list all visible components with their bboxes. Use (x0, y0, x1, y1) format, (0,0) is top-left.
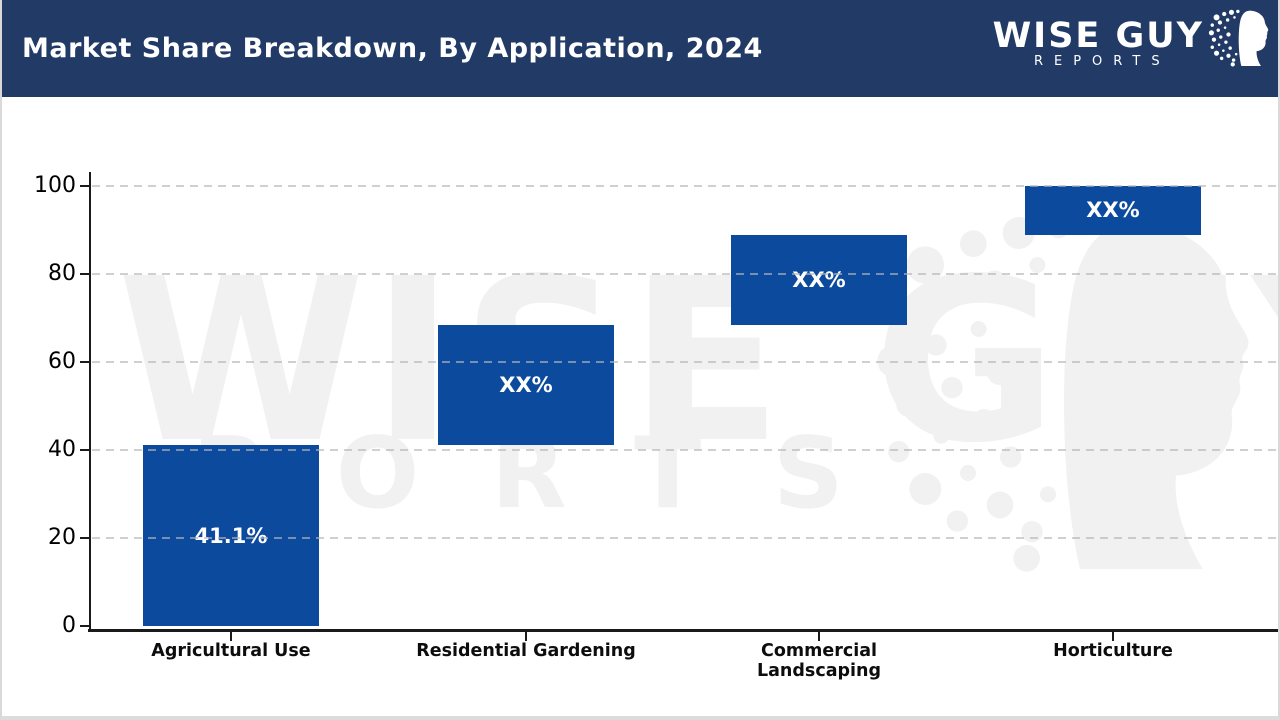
y-tick-label: 40 (48, 437, 76, 462)
bar-value-label: XX% (1086, 198, 1140, 223)
brand-logo: WISE GUY REPORTS (993, 8, 1272, 78)
y-tick-label: 20 (48, 525, 76, 550)
y-tick-label: 100 (34, 173, 76, 198)
gridline-40 (92, 449, 1278, 451)
y-tick-mark (80, 273, 89, 275)
y-tick-mark (80, 185, 89, 187)
x-tick-mark (525, 632, 527, 641)
bar-value-label: XX% (792, 267, 846, 292)
gridline-20 (92, 537, 1278, 539)
x-category-label: Horticulture (1053, 641, 1173, 661)
gridline-60 (92, 361, 1278, 363)
gridline-80 (92, 273, 1278, 275)
x-tick-mark (1112, 632, 1114, 641)
bar-3: XX% (1025, 186, 1201, 235)
y-tick-mark (80, 625, 89, 627)
brand-head-dots-icon (1208, 9, 1269, 67)
gridline-100 (92, 185, 1278, 187)
y-tick-mark (80, 361, 89, 363)
header-bar: Market Share Breakdown, By Application, … (2, 0, 1278, 97)
y-axis-line (89, 172, 91, 632)
bar-value-label: 41.1% (194, 523, 268, 548)
brand-logo-secondary: REPORTS (1033, 53, 1171, 69)
x-axis-line (88, 629, 1278, 632)
y-tick-mark (80, 449, 89, 451)
y-tick-label: 80 (48, 261, 76, 286)
page-title: Market Share Breakdown, By Application, … (22, 33, 763, 64)
bar-value-label: XX% (499, 373, 553, 398)
y-tick-mark (80, 537, 89, 539)
y-tick-label: 0 (62, 613, 76, 638)
y-tick-label: 60 (48, 349, 76, 374)
bar-2: XX% (731, 234, 907, 326)
x-category-label: Agricultural Use (151, 641, 311, 661)
bar-1: XX% (438, 325, 614, 446)
x-category-label: Commercial Landscaping (756, 641, 882, 681)
brand-logo-primary: WISE GUY (992, 16, 1204, 57)
x-category-label: Residential Gardening (416, 641, 636, 661)
brand-logo-text: WISE GUY REPORTS (993, 17, 1204, 69)
x-tick-mark (230, 632, 232, 641)
x-tick-mark (818, 632, 820, 641)
bar-0: 41.1% (143, 445, 319, 626)
